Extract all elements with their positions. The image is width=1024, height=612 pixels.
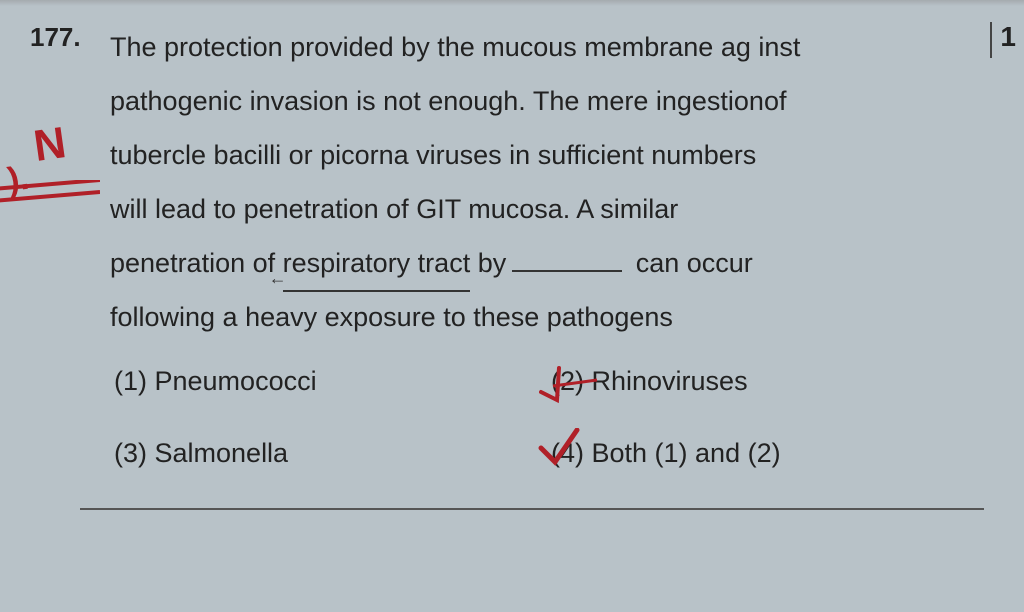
option-1: (1) Pneumococci: [110, 354, 517, 408]
body-line-5: penetration of respiratory tract← by can…: [110, 236, 954, 290]
underlined-phrase: respiratory tract←: [283, 236, 471, 290]
body-line-4: will lead to penetration of GIT mucosa. …: [110, 182, 954, 236]
bottom-rule: [80, 508, 984, 510]
body-line-3: tubercle bacilli or picorna viruses in s…: [110, 128, 954, 182]
option-4-text: (4) Both (1) and (2): [551, 438, 781, 468]
body-line-5c: can occur: [628, 248, 753, 278]
body-line-1: The protection provided by the mucous me…: [110, 20, 954, 74]
arrow-back-icon: ←: [269, 260, 287, 296]
underlined-phrase-text: respiratory tract: [283, 248, 471, 278]
handwriting-letter: N: [31, 118, 69, 172]
options-grid: (1) Pneumococci (2) Rhinoviruses (3) Sal…: [110, 354, 954, 480]
handwriting-double-underline: [0, 180, 100, 220]
body-line-6: following a heavy exposure to these path…: [110, 290, 954, 344]
option-3-text: (3) Salmonella: [114, 438, 288, 468]
question-body: The protection provided by the mucous me…: [110, 20, 954, 510]
option-4: (4) Both (1) and (2): [547, 426, 954, 480]
fill-blank: [512, 270, 622, 272]
body-line-2: pathogenic invasion is not enough. The m…: [110, 74, 954, 128]
option-2-text: (2) Rhinoviruses: [551, 366, 748, 396]
margin-number: 1: [990, 22, 1016, 58]
option-3: (3) Salmonella: [110, 426, 517, 480]
option-2: (2) Rhinoviruses: [547, 354, 954, 408]
body-line-5a: penetration of: [110, 248, 283, 278]
body-line-5b: by: [470, 248, 506, 278]
option-1-text: (1) Pneumococci: [114, 366, 317, 396]
question-block: 177. 1 ). N The protection provided by t…: [0, 0, 1024, 530]
question-number: 177.: [30, 22, 81, 53]
